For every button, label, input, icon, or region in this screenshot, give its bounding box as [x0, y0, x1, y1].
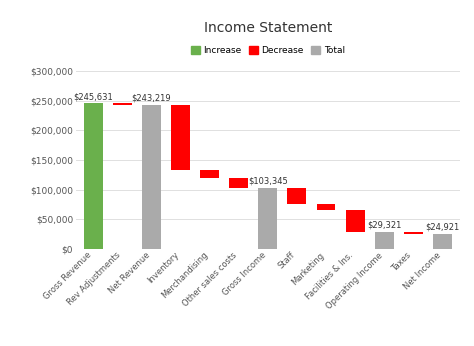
Bar [346, 210, 365, 232]
Text: $103,345: $103,345 [248, 176, 288, 185]
Bar [404, 232, 423, 234]
Bar [113, 103, 132, 105]
Legend: Increase, Decrease, Total: Increase, Decrease, Total [187, 43, 348, 59]
Text: $243,219: $243,219 [132, 93, 171, 102]
Bar [84, 103, 103, 249]
Bar [258, 188, 277, 249]
Text: $24,921: $24,921 [425, 223, 459, 232]
Bar [317, 204, 336, 210]
Title: Income Statement: Income Statement [204, 21, 332, 35]
Bar [433, 234, 452, 249]
Bar [287, 188, 306, 204]
Bar [171, 105, 190, 170]
Text: $29,321: $29,321 [367, 220, 401, 229]
Text: $245,631: $245,631 [73, 92, 113, 101]
Bar [142, 105, 161, 249]
Bar [229, 178, 248, 188]
Bar [200, 170, 219, 178]
Bar [375, 232, 393, 249]
